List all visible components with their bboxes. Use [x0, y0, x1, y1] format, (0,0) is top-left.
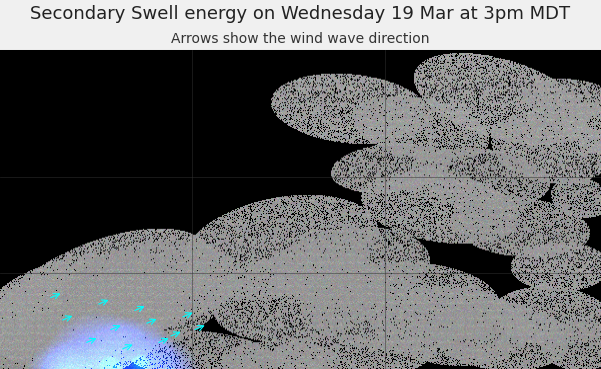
- Text: Arrows show the wind wave direction: Arrows show the wind wave direction: [171, 32, 430, 46]
- Text: Secondary Swell energy on Wednesday 19 Mar at 3pm MDT: Secondary Swell energy on Wednesday 19 M…: [31, 5, 570, 23]
